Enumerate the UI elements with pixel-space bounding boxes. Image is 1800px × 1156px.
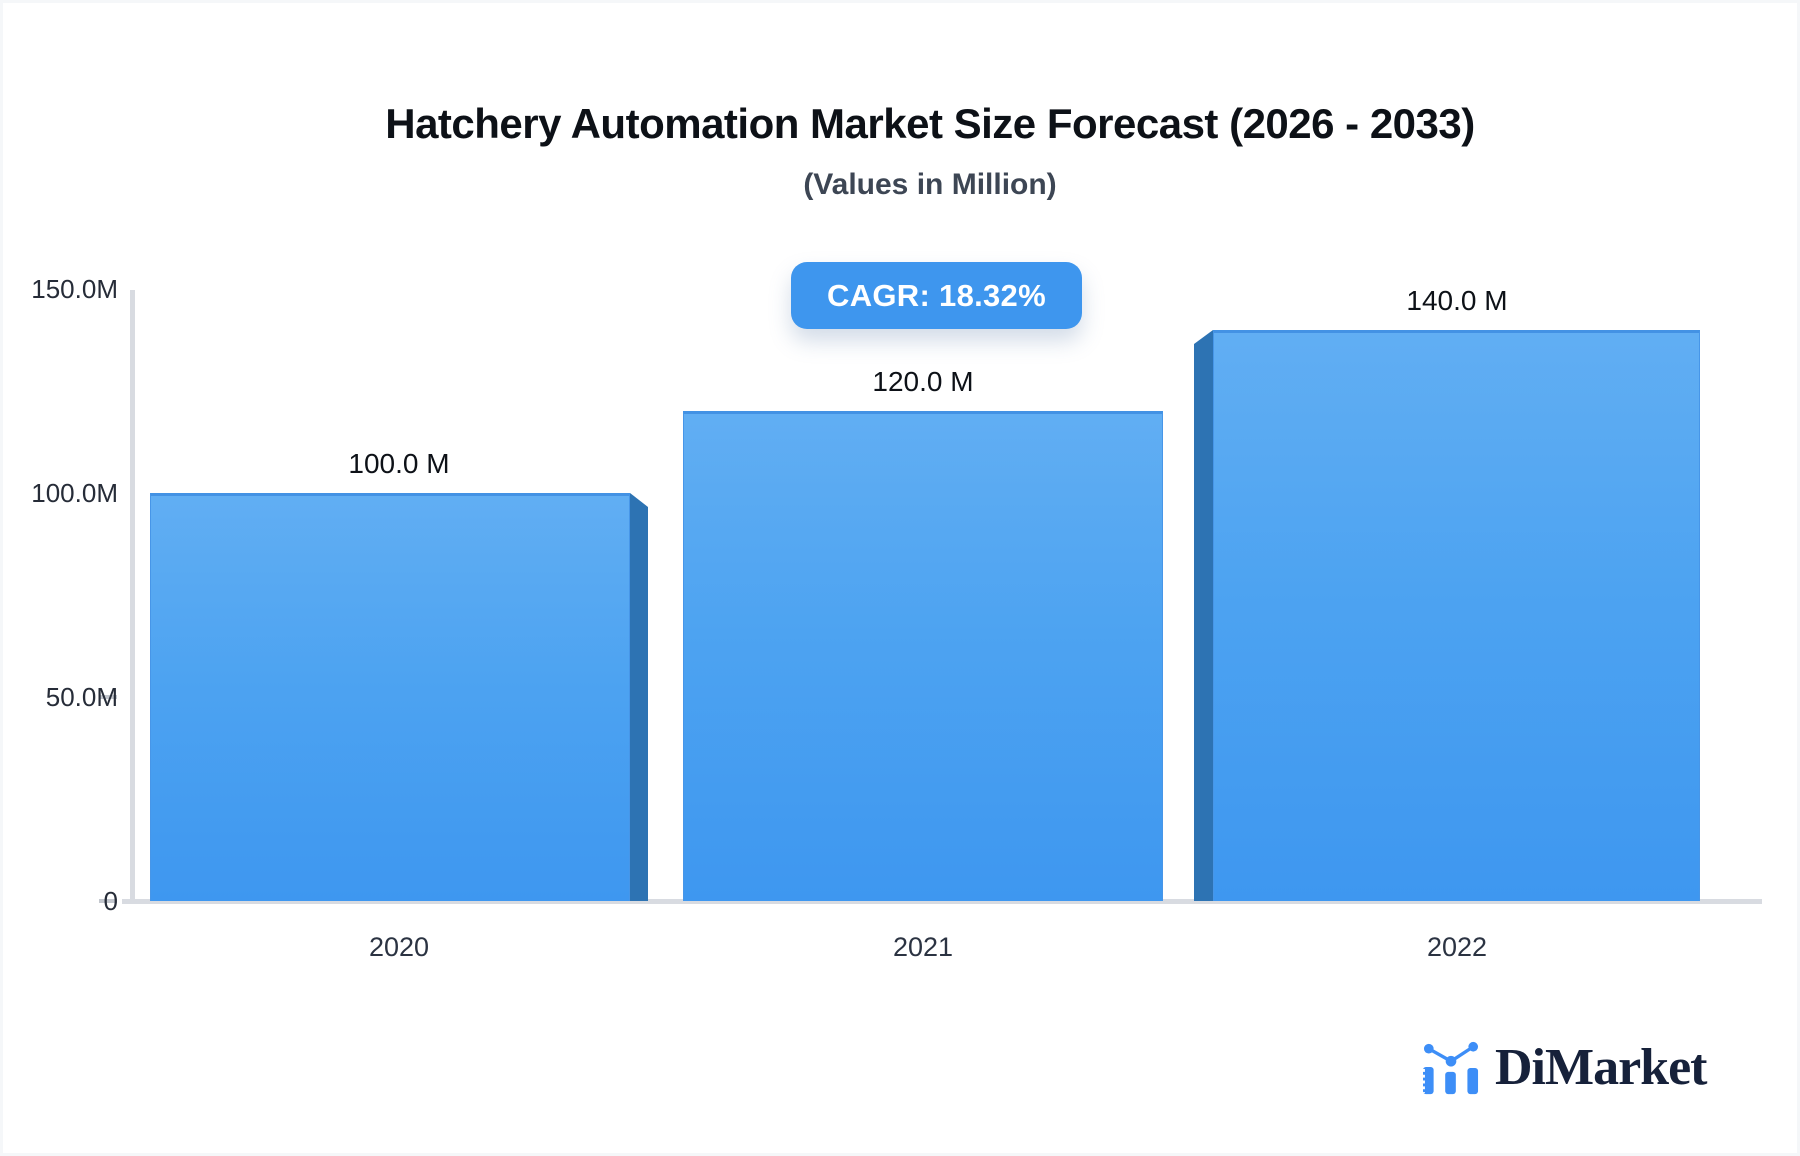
bar-chart-logo-icon	[1422, 1040, 1480, 1096]
bar-2020	[150, 493, 630, 901]
y-axis-line	[130, 290, 135, 903]
bar-2022-3d-face	[1194, 330, 1213, 901]
page-subtitle: (Values in Million)	[803, 168, 1057, 201]
y-tick-mark-50	[99, 695, 117, 699]
x-label-2021: 2021	[892, 932, 954, 962]
cagr-badge-label: CAGR: 18.32%	[827, 277, 1046, 313]
cagr-badge: CAGR: 18.32%	[791, 262, 1082, 329]
x-label-2022: 2022	[1426, 932, 1488, 962]
y-tick-mark-0	[99, 899, 117, 903]
dimarket-logo-text: DiMarket	[1495, 1039, 1707, 1096]
x-axis-baseline	[122, 899, 1762, 904]
bar-2020-3d-face	[630, 493, 648, 901]
y-tick-100: 100.0M	[31, 478, 118, 508]
y-tick-50: 50.0M	[45, 682, 118, 712]
y-tick-150: 150.0M	[31, 274, 118, 304]
bar-2021	[683, 411, 1163, 901]
bar-value-label-2022: 140.0 M	[1406, 285, 1508, 316]
bar-2022	[1213, 330, 1700, 901]
y-tick-0: 0	[103, 886, 118, 916]
x-label-2020: 2020	[368, 932, 430, 962]
page-title: Hatchery Automation Market Size Forecast…	[385, 100, 1475, 147]
dimarket-logo[interactable]: DiMarket	[1422, 1039, 1707, 1096]
bar-value-label-2021: 120.0 M	[872, 366, 974, 397]
bar-value-label-2020: 100.0 M	[348, 448, 450, 479]
